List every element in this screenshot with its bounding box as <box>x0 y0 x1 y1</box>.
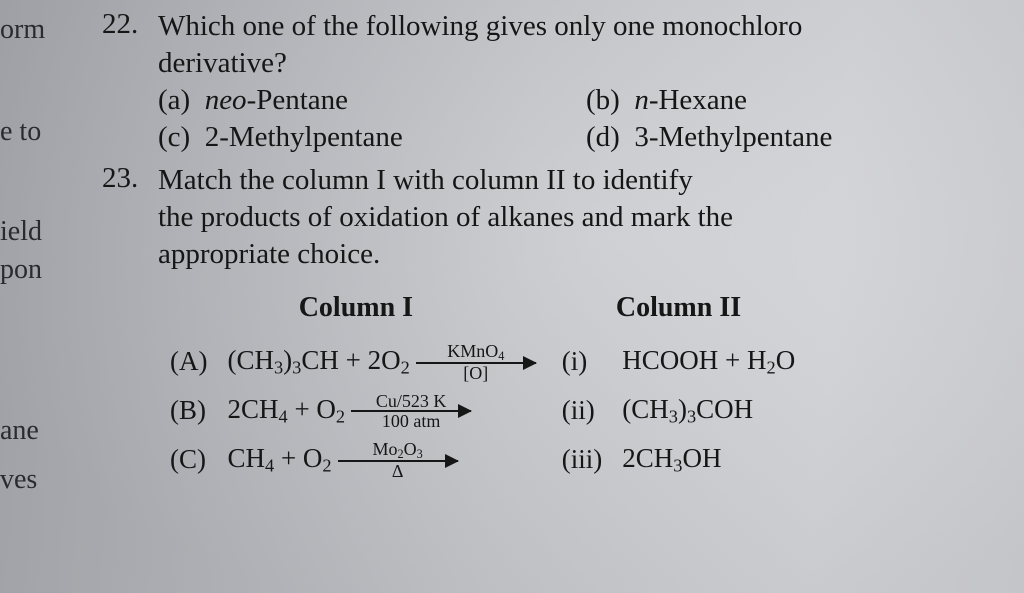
row-label: (C) <box>162 438 215 482</box>
reaction-cell: 2CH4 + O2 Cu/523 K 100 atm <box>219 390 549 432</box>
column-header: Column I <box>162 288 550 334</box>
arrow-over: Cu/523 K <box>374 392 449 410</box>
option-text-italic: n <box>634 84 649 116</box>
option-text-italic: neo <box>205 84 247 116</box>
question-text: Which one of the following gives only on… <box>158 8 1014 45</box>
content-area: 22. Which one of the following gives onl… <box>102 8 1014 494</box>
option-label: (d) <box>586 121 620 153</box>
arrow-over: Mo2O3 <box>370 440 424 460</box>
option-b: (b) n-Hexane <box>586 82 1014 119</box>
row-label: (i) <box>554 340 611 384</box>
margin-fragment: orm <box>0 14 45 46</box>
product-cell: HCOOH + H2O <box>614 340 803 384</box>
question-text: derivative? <box>158 45 1014 82</box>
reaction-cell: (CH3)3CH + 2O2 KMnO4 [O] <box>219 340 549 384</box>
table-row: (C) CH4 + O2 Mo2O3 Δ (iii) 2CH3OH <box>162 438 803 482</box>
product-cell: 2CH3OH <box>614 438 803 482</box>
reaction-cell: CH4 + O2 Mo2O3 Δ <box>219 438 549 482</box>
option-a: (a) neo-Pentane <box>158 82 586 119</box>
scanned-page: orm e to ield pon ane ves 22. Which one … <box>0 0 1024 593</box>
row-label: (B) <box>162 390 215 432</box>
product-cell: (CH3)3COH <box>614 390 803 432</box>
arrow-over: KMnO4 <box>445 342 506 362</box>
option-d: (d) 3-Methylpentane <box>586 119 1014 156</box>
option-c: (c) 2-Methylpentane <box>158 119 586 156</box>
margin-fragment: e to <box>0 116 41 148</box>
option-text: -Hexane <box>649 84 747 116</box>
margin-fragment: ane <box>0 415 39 447</box>
reaction-arrow: Mo2O3 Δ <box>338 440 458 480</box>
reactants: 2CH4 + O2 <box>227 394 345 428</box>
question-text: the products of oxidation of alkanes and… <box>158 199 1014 236</box>
question-text: Match the column I with column II to ide… <box>158 162 1014 199</box>
option-text: -Pentane <box>247 84 348 116</box>
arrow-under: 100 atm <box>380 412 443 430</box>
column-header: Column II <box>554 288 803 334</box>
option-label: (a) <box>158 84 190 116</box>
margin-fragment: ield <box>0 216 42 248</box>
margin-fragment: pon <box>0 254 42 286</box>
reaction-arrow: KMnO4 [O] <box>416 342 536 382</box>
table-row: (B) 2CH4 + O2 Cu/523 K 100 atm (ii) (CH <box>162 390 803 432</box>
arrow-under: [O] <box>461 364 490 382</box>
question-number: 23. <box>102 162 158 195</box>
arrow-under: Δ <box>390 462 406 480</box>
row-label: (iii) <box>554 438 611 482</box>
row-label: (ii) <box>554 390 611 432</box>
question-23: 23. Match the column I with column II to… <box>102 162 1014 488</box>
reactants: CH4 + O2 <box>227 443 331 477</box>
table-row: (A) (CH3)3CH + 2O2 KMnO4 [O] (i) HCOOH <box>162 340 803 384</box>
option-label: (c) <box>158 121 190 153</box>
question-22: 22. Which one of the following gives onl… <box>102 8 1014 156</box>
question-text: appropriate choice. <box>158 236 1014 273</box>
option-text: 3-Methylpentane <box>634 121 832 153</box>
reaction-arrow: Cu/523 K 100 atm <box>351 392 471 430</box>
match-table: Column I Column II (A) (CH3)3CH + 2O2 KM… <box>158 282 807 489</box>
question-number: 22. <box>102 8 158 41</box>
reactants: (CH3)3CH + 2O2 <box>227 345 409 379</box>
margin-fragment: ves <box>0 464 37 496</box>
row-label: (A) <box>162 340 215 384</box>
option-text: 2-Methylpentane <box>205 121 403 153</box>
option-grid: (a) neo-Pentane (b) n-Hexane (c) 2-Methy… <box>158 82 1014 156</box>
option-label: (b) <box>586 84 620 116</box>
